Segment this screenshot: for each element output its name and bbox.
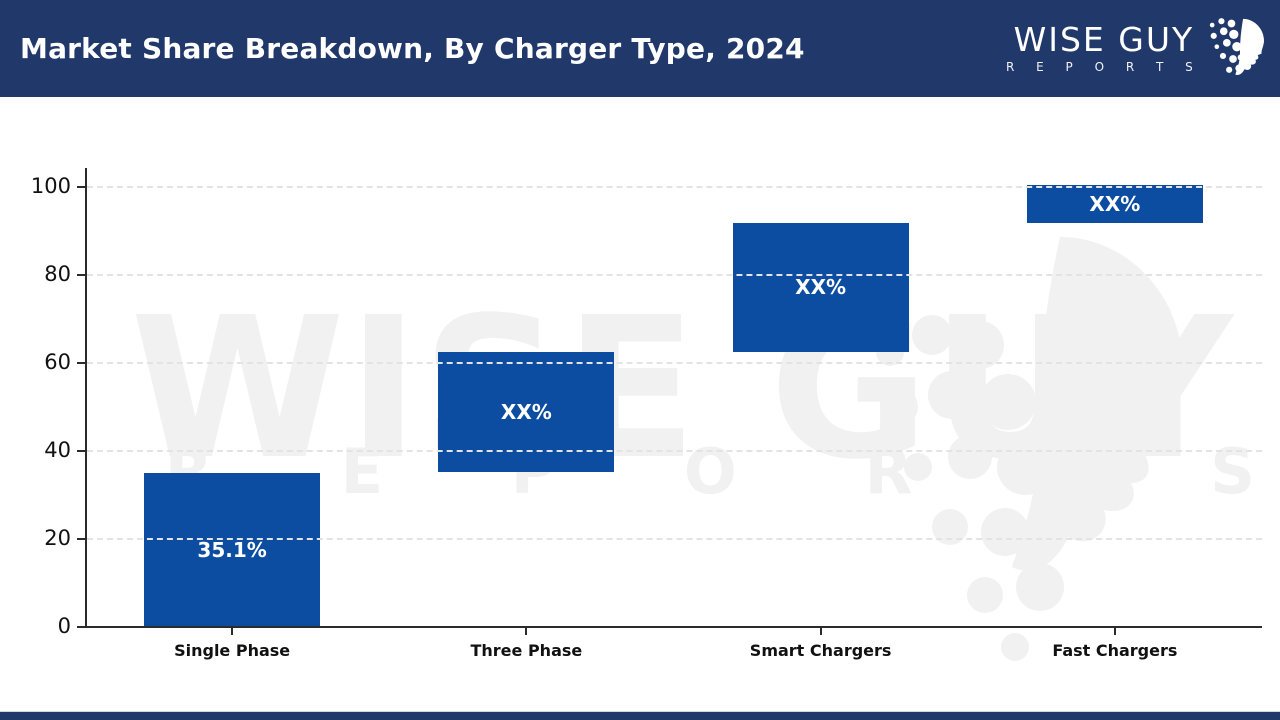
watermark-letter: R (864, 435, 913, 508)
bar-value-label: 35.1% (197, 537, 267, 562)
y-axis-tick (77, 538, 85, 540)
wise-guy-logo: WISE GUY R E P O R T S (1006, 6, 1266, 92)
x-tick-label: Three Phase (470, 641, 583, 660)
x-axis-tick (1113, 628, 1116, 635)
watermark-face-icon (876, 237, 1183, 661)
bar: XX% (1026, 185, 1203, 223)
x-axis-tick (231, 628, 234, 635)
y-tick-label: 100 (30, 174, 71, 198)
logo-wordmark: WISE GUY (1013, 20, 1195, 59)
gridline (87, 450, 1262, 452)
logo-text: WISE GUY R E P O R T S (1006, 23, 1202, 75)
footer-divider (0, 711, 1280, 712)
bar: XX% (732, 222, 909, 352)
x-tick-label: Single Phase (174, 641, 291, 660)
header-bar: Market Share Breakdown, By Charger Type,… (0, 0, 1280, 97)
bar-value-label: XX% (795, 275, 847, 300)
logo-face-icon (1209, 18, 1264, 75)
gridline (87, 274, 1262, 276)
footer-bar (0, 712, 1280, 720)
gridline (87, 362, 1262, 364)
x-axis-tick (525, 628, 528, 635)
x-tick-label: Fast Chargers (1052, 641, 1178, 660)
x-tick-label: Smart Chargers (749, 641, 892, 660)
y-axis-line (85, 168, 87, 627)
x-axis-line (85, 626, 1262, 628)
watermark-letter: S (1210, 435, 1255, 508)
bar: XX% (438, 351, 615, 472)
y-axis-tick (77, 274, 85, 276)
y-tick-label: 40 (44, 438, 71, 462)
gridline (87, 538, 1262, 540)
y-axis-tick (77, 186, 85, 188)
y-tick-label: 20 (44, 526, 71, 550)
bar-value-label: XX% (500, 399, 552, 424)
x-axis-tick (819, 628, 822, 635)
y-axis-tick (77, 626, 85, 628)
y-axis-tick (77, 450, 85, 452)
page-title: Market Share Breakdown, By Charger Type,… (20, 32, 805, 65)
bar-value-label: XX% (1089, 191, 1141, 216)
watermark-letter: E (340, 435, 383, 508)
gridline (87, 186, 1262, 188)
y-axis-tick (77, 362, 85, 364)
watermark-letter: O (684, 435, 737, 508)
y-tick-label: 80 (44, 262, 71, 286)
bar: 35.1% (144, 472, 321, 627)
y-tick-label: 0 (57, 614, 71, 638)
logo-subtitle: R E P O R T S (1006, 60, 1202, 74)
y-tick-label: 60 (44, 350, 71, 374)
